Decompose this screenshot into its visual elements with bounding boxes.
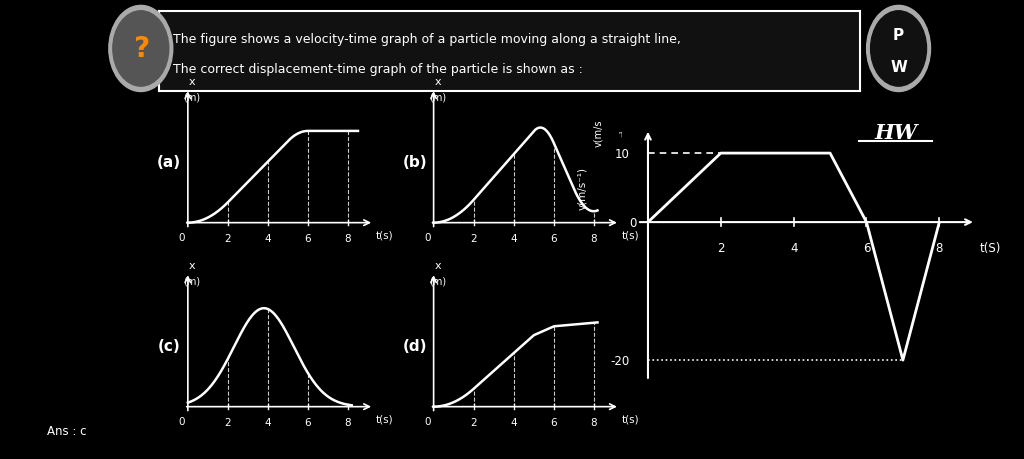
Text: 0: 0 (178, 416, 185, 425)
Text: W: W (890, 60, 907, 75)
Text: x: x (434, 77, 441, 87)
Text: 4: 4 (510, 233, 517, 243)
Text: 6: 6 (863, 242, 870, 255)
Text: ⁻¹: ⁻¹ (618, 129, 628, 136)
Text: t(S): t(S) (979, 242, 1000, 255)
Text: 8: 8 (936, 242, 943, 255)
Text: The figure shows a velocity-time graph of a particle moving along a straight lin: The figure shows a velocity-time graph o… (173, 33, 681, 46)
Text: 0: 0 (424, 232, 431, 242)
Text: (m): (m) (429, 93, 446, 103)
Text: 0: 0 (630, 216, 637, 229)
Text: 8: 8 (345, 417, 351, 427)
Text: t(s): t(s) (622, 414, 639, 424)
Text: x: x (188, 261, 196, 270)
Text: 2: 2 (224, 233, 231, 243)
Text: The correct displacement-time graph of the particle is shown as :: The correct displacement-time graph of t… (173, 63, 583, 76)
Text: ?: ? (133, 35, 148, 63)
Text: 2: 2 (224, 417, 231, 427)
Text: v(m/s⁻¹): v(m/s⁻¹) (578, 167, 588, 210)
Text: 6: 6 (304, 233, 311, 243)
Text: 10: 10 (614, 147, 630, 160)
Text: 0: 0 (178, 232, 185, 242)
Text: (d): (d) (402, 338, 427, 353)
Text: Ans : c: Ans : c (47, 424, 87, 437)
Text: t(s): t(s) (376, 414, 393, 424)
Text: 8: 8 (591, 233, 597, 243)
Text: P: P (893, 28, 904, 44)
Text: (m): (m) (183, 93, 201, 103)
Text: (a): (a) (157, 154, 181, 169)
Text: t(s): t(s) (622, 230, 639, 240)
Text: (c): (c) (158, 338, 180, 353)
Text: (m): (m) (429, 276, 446, 286)
Text: v(m/s: v(m/s (593, 119, 603, 147)
Circle shape (870, 12, 927, 87)
Text: 6: 6 (550, 233, 557, 243)
Circle shape (109, 6, 173, 92)
Text: (m): (m) (183, 276, 201, 286)
Text: 8: 8 (345, 233, 351, 243)
Text: 4: 4 (264, 233, 271, 243)
Text: 6: 6 (304, 417, 311, 427)
Text: 8: 8 (591, 417, 597, 427)
Text: x: x (188, 77, 196, 87)
Circle shape (113, 12, 169, 87)
Text: 2: 2 (470, 233, 477, 243)
Text: 4: 4 (510, 417, 517, 427)
Text: 6: 6 (550, 417, 557, 427)
Text: (b): (b) (402, 154, 427, 169)
Text: 2: 2 (717, 242, 725, 255)
Text: 4: 4 (790, 242, 798, 255)
Text: -20: -20 (610, 354, 630, 367)
Text: 2: 2 (470, 417, 477, 427)
Text: x: x (434, 261, 441, 270)
Text: 0: 0 (424, 416, 431, 425)
Text: t(s): t(s) (376, 230, 393, 240)
Text: HW: HW (874, 123, 918, 143)
Circle shape (866, 6, 931, 92)
Text: 4: 4 (264, 417, 271, 427)
